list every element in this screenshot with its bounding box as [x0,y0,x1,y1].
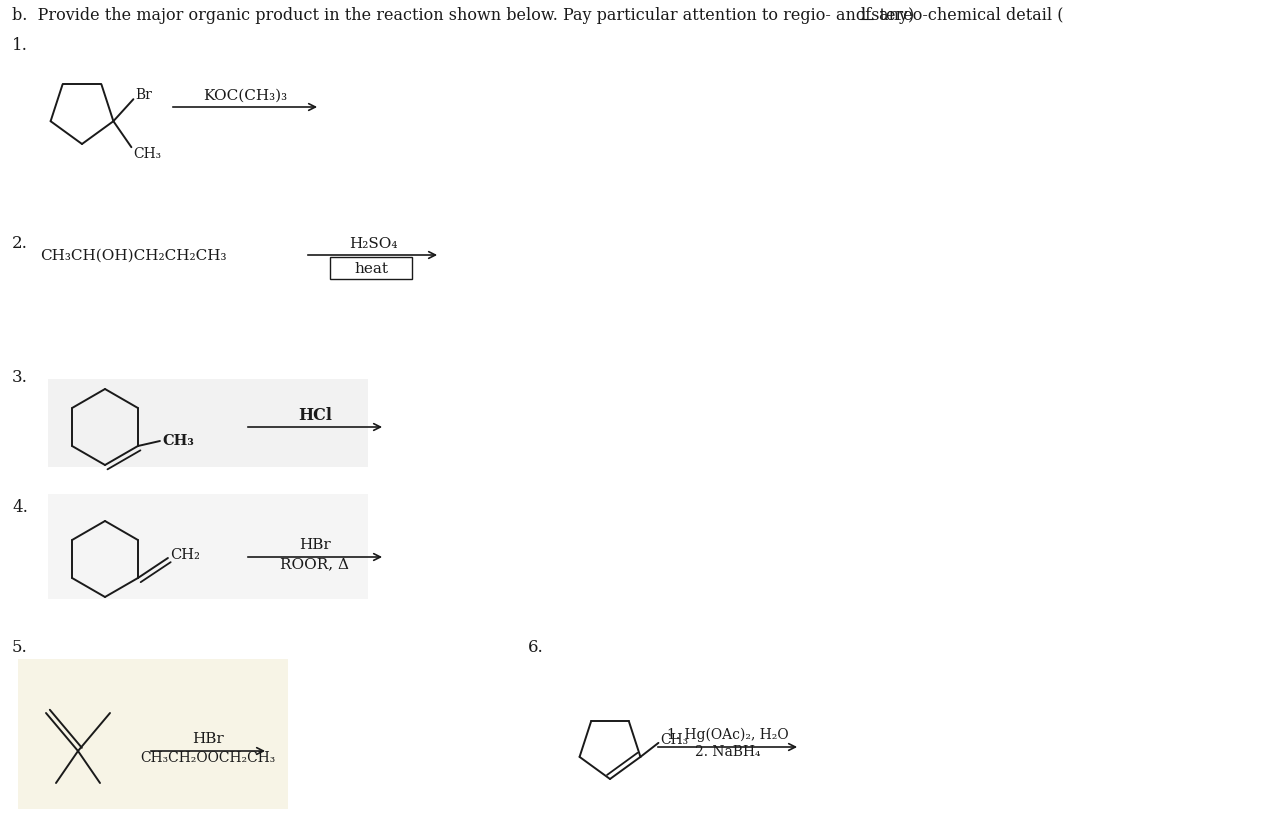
Text: 4.: 4. [12,499,28,516]
Text: H₂SO₄: H₂SO₄ [348,237,397,251]
Text: 6.: 6. [527,639,544,656]
Text: Br: Br [136,88,152,102]
Text: 1. Hg(OAc)₂, H₂O: 1. Hg(OAc)₂, H₂O [667,727,788,741]
Text: 2.: 2. [12,234,28,251]
Text: any): any) [874,7,914,25]
Text: CH₃CH₂OOCH₂CH₃: CH₃CH₂OOCH₂CH₃ [141,750,275,764]
Text: CH₃: CH₃ [161,433,193,447]
Text: 1.: 1. [12,38,28,54]
Bar [330,258,412,279]
Text: CH₃: CH₃ [133,147,161,161]
Text: HBr: HBr [300,537,330,551]
Text: heat: heat [355,262,388,276]
Text: HBr: HBr [192,731,224,745]
Text: CH₂: CH₂ [170,547,200,561]
Text: ROOR, Δ: ROOR, Δ [280,556,349,570]
Text: KOC(CH₃)₃: KOC(CH₃)₃ [204,89,287,103]
Text: 5.: 5. [12,639,28,656]
Bar [18,659,288,809]
Text: if: if [860,7,872,25]
Text: CH₃: CH₃ [660,732,689,746]
Bar [49,495,369,600]
Text: HCl: HCl [298,407,332,424]
Text: CH₃CH(OH)CH₂CH₂CH₃: CH₃CH(OH)CH₂CH₂CH₃ [40,249,227,263]
Text: 2. NaBH₄: 2. NaBH₄ [695,744,760,758]
Text: 3.: 3. [12,369,28,386]
Text: b.  Provide the major organic product in the reaction shown below. Pay particula: b. Provide the major organic product in … [12,7,1064,25]
Bar [49,379,369,468]
